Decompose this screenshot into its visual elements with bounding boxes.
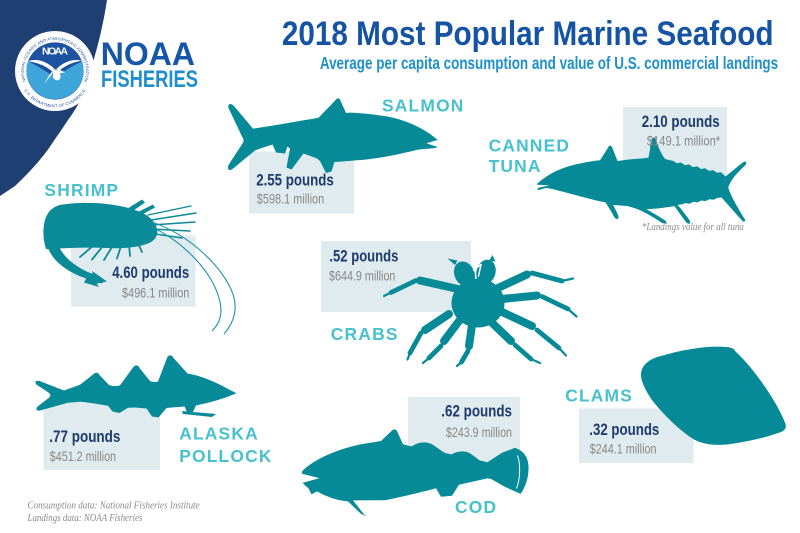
svg-text:SALMON: SALMON [382,96,465,116]
svg-text:CRABS: CRABS [331,324,399,344]
svg-text:$243.9 million: $243.9 million [446,425,512,441]
svg-text:Landings data: NOAA Fisheries: Landings data: NOAA Fisheries [27,512,143,524]
svg-text:NOAA: NOAA [101,36,195,72]
svg-text:$244.1 million: $244.1 million [590,441,657,457]
svg-text:CANNED: CANNED [489,136,571,156]
svg-text:Consumption data: National Fis: Consumption data: National Fisheries Ins… [28,500,201,512]
svg-text:$149.1 million*: $149.1 million* [647,132,720,149]
svg-text:4.60 pounds: 4.60 pounds [112,265,189,283]
svg-text:.62 pounds: .62 pounds [441,402,512,421]
svg-text:.52 pounds: .52 pounds [329,248,398,266]
svg-text:FISHERIES: FISHERIES [101,66,198,93]
svg-text:.32 pounds: .32 pounds [589,422,659,440]
svg-text:TUNA: TUNA [489,156,542,176]
svg-text:Average per capita consumption: Average per capita consumption and value… [320,54,778,73]
svg-text:COD: COD [455,497,497,517]
svg-text:$598.1 million: $598.1 million [257,191,324,207]
svg-text:2018 Most Popular Marine Seafo: 2018 Most Popular Marine Seafood [282,14,774,52]
svg-text:$451.2 million: $451.2 million [50,449,116,465]
svg-text:$496.1 million: $496.1 million [122,285,189,301]
svg-text:NOAA: NOAA [42,46,68,58]
svg-text:POLLOCK: POLLOCK [179,446,272,466]
svg-text:CLAMS: CLAMS [565,386,633,406]
svg-text:.77 pounds: .77 pounds [49,428,120,447]
svg-text:SHRIMP: SHRIMP [44,180,119,200]
svg-text:$644.9 million: $644.9 million [329,268,395,284]
svg-text:2.10 pounds: 2.10 pounds [642,113,720,132]
svg-text:*Landings value for all tuna: *Landings value for all tuna [642,221,744,233]
svg-text:2.55 pounds: 2.55 pounds [256,171,334,190]
svg-text:ALASKA: ALASKA [179,424,259,444]
